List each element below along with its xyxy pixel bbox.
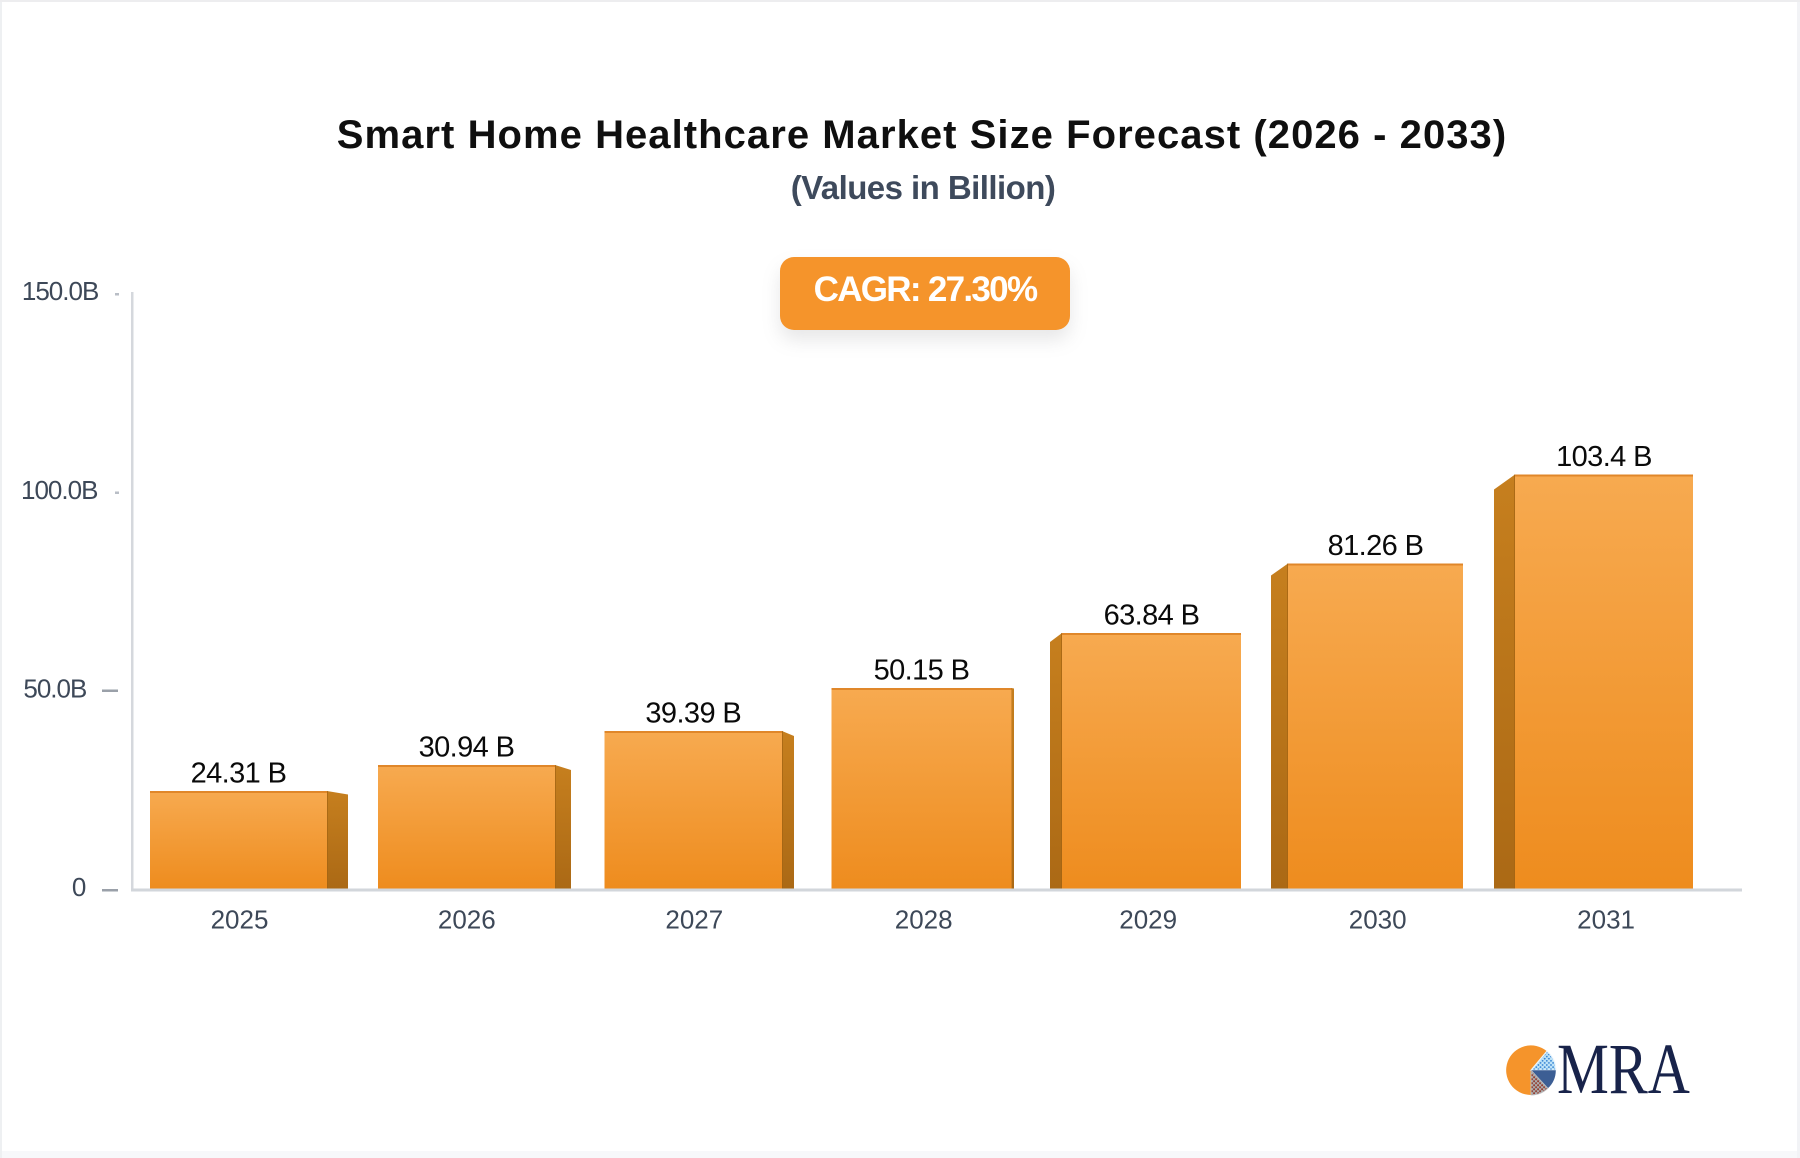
svg-text:MRA: MRA (1557, 1040, 1690, 1109)
svg-text:50.15 B: 50.15 B (874, 655, 970, 687)
svg-text:2030: 2030 (1349, 905, 1407, 935)
svg-text:2029: 2029 (1119, 905, 1177, 935)
svg-text:81.26 B: 81.26 B (1328, 530, 1424, 562)
svg-text:103.4 B: 103.4 B (1556, 441, 1652, 473)
svg-text:50.0B: 50.0B (23, 674, 86, 704)
svg-text:150.0B: 150.0B (22, 276, 98, 306)
svg-text:2027: 2027 (665, 905, 723, 935)
svg-text:2025: 2025 (211, 905, 269, 935)
svg-text:39.39 B: 39.39 B (645, 698, 741, 730)
svg-text:2028: 2028 (895, 905, 953, 935)
svg-text:100.0B: 100.0B (21, 475, 97, 505)
svg-text:63.84 B: 63.84 B (1104, 600, 1200, 632)
svg-text:24.31 B: 24.31 B (191, 758, 287, 790)
svg-text:2026: 2026 (438, 905, 496, 935)
svg-text:2031: 2031 (1577, 905, 1635, 935)
svg-text:0: 0 (72, 872, 86, 902)
svg-text:30.94 B: 30.94 B (419, 732, 515, 764)
